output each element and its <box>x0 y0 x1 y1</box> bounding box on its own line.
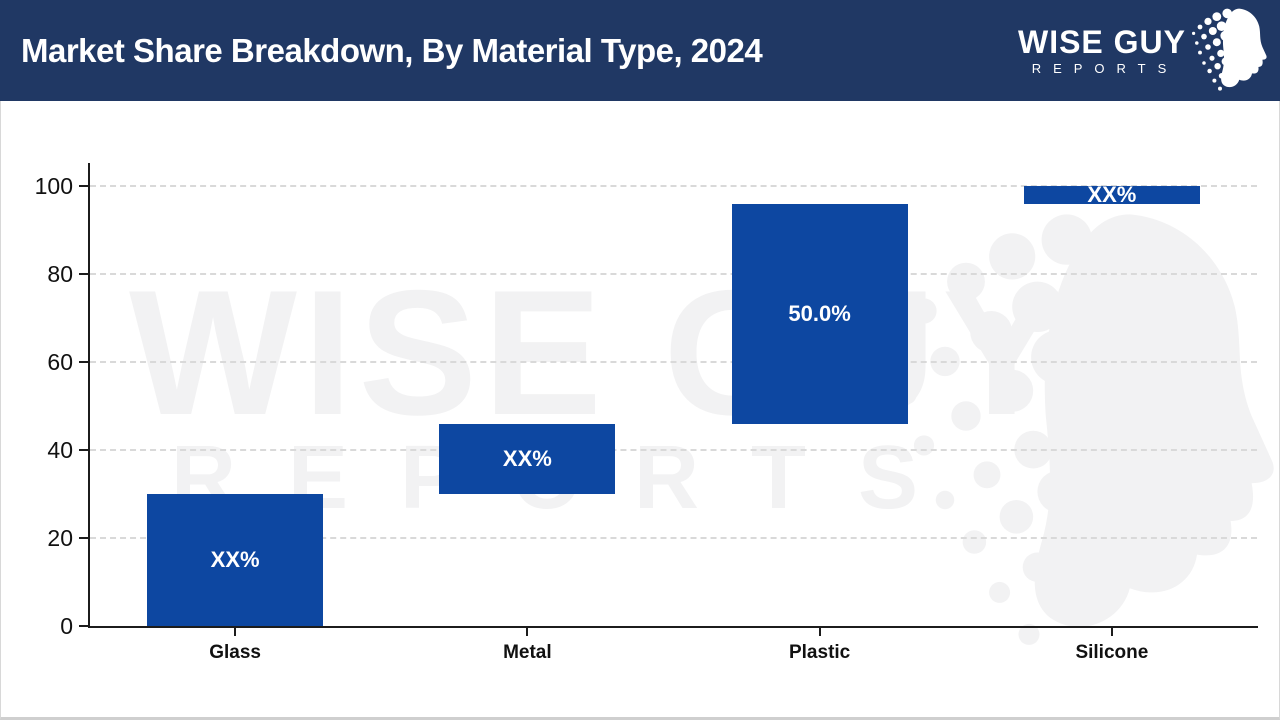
y-axis-spine <box>88 163 90 628</box>
y-tick-mark-20 <box>79 537 88 539</box>
bar-silicone: XX% <box>1023 186 1200 204</box>
bar-value-label-glass: XX% <box>210 547 260 572</box>
bar-value-label-metal: XX% <box>502 445 552 471</box>
chart-canvas: WISE GUY REPORTS 020406080100XX%XX%50.0%… <box>0 101 1280 720</box>
gridline-60 <box>90 361 1257 363</box>
bar-glass: XX% <box>147 494 324 626</box>
y-tick-label-100: 100 <box>34 173 73 199</box>
logo-subtitle: REPORTS <box>1031 61 1179 76</box>
y-tick-label-20: 20 <box>47 525 73 551</box>
brand-logo-text: WISE GUY REPORTS <box>1018 26 1186 75</box>
x-axis-label-silicone: Silicone <box>1075 642 1149 663</box>
gridline-20 <box>90 537 1257 539</box>
bar-value-label-silicone: XX% <box>1087 186 1137 204</box>
header: Market Share Breakdown, By Material Type… <box>0 0 1280 101</box>
y-tick-label-40: 40 <box>47 437 73 463</box>
x-tick-mark-plastic <box>818 628 821 636</box>
x-axis-label-plastic: Plastic <box>788 642 851 663</box>
bar-plastic: 50.0% <box>731 203 908 424</box>
x-axis-label-glass: Glass <box>209 642 261 663</box>
plot-area: 0 20 40 60 80 100 XX% XX% 50.0% XX% Glass Metal Plas… <box>1 101 1279 717</box>
x-axis-label-metal: Metal <box>503 642 552 663</box>
bar-value-label-plastic: 50.0% <box>788 300 851 326</box>
y-tick-mark-0 <box>79 625 88 627</box>
x-tick-mark-metal <box>526 628 529 636</box>
y-tick-label-0: 0 <box>60 613 73 639</box>
logo-wordmark: WISE GUY <box>1017 24 1186 60</box>
x-tick-mark-silicone <box>1110 628 1113 636</box>
brand-logo: WISE GUY REPORTS <box>1018 7 1270 95</box>
y-tick-label-60: 60 <box>47 349 73 375</box>
gridline-80 <box>90 273 1257 275</box>
x-axis-spine <box>88 626 1258 628</box>
x-tick-mark-glass <box>234 628 237 636</box>
gridline-40 <box>90 449 1257 451</box>
logo-face-icon <box>1192 8 1267 91</box>
page-title: Market Share Breakdown, By Material Type… <box>21 31 763 69</box>
y-tick-mark-60 <box>79 361 88 363</box>
y-tick-label-80: 80 <box>47 261 73 287</box>
y-tick-mark-100 <box>79 185 88 187</box>
y-tick-mark-40 <box>79 449 88 451</box>
gridline-100 <box>90 185 1257 187</box>
y-tick-mark-80 <box>79 273 88 275</box>
bar-metal: XX% <box>439 423 616 494</box>
